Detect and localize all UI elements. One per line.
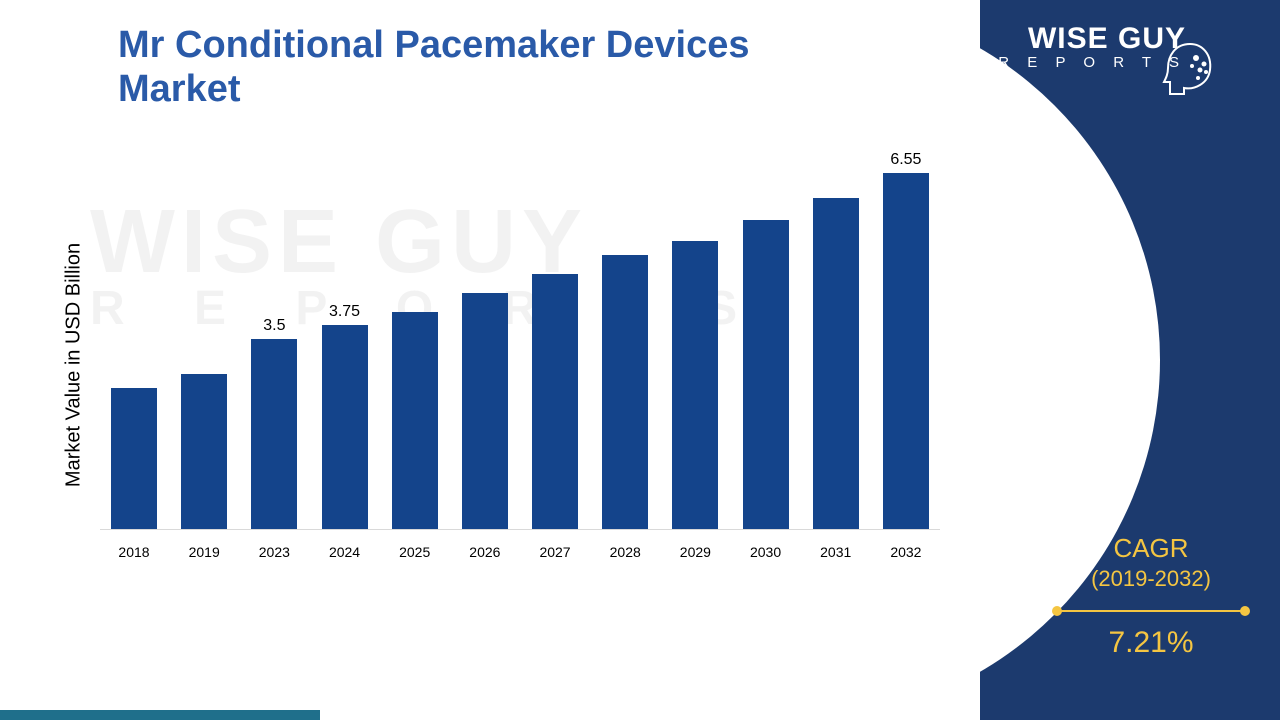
bar-value-label: 3.5 xyxy=(263,317,285,335)
logo-text-2: R E P O R T S xyxy=(998,54,1186,71)
brand-logo: WISE GUY R E P O R T S xyxy=(998,22,1250,71)
bar xyxy=(322,325,368,529)
bar xyxy=(532,274,578,529)
bar xyxy=(111,388,157,529)
bar-2032: 6.55 xyxy=(878,151,934,529)
head-icon xyxy=(1160,40,1220,100)
bar-2019 xyxy=(176,374,232,529)
x-tick-label: 2018 xyxy=(106,544,162,560)
bar xyxy=(251,339,297,529)
bar xyxy=(181,374,227,529)
x-tick-label: 2031 xyxy=(808,544,864,560)
x-tick-label: 2032 xyxy=(878,544,934,560)
bar xyxy=(883,173,929,529)
x-tick-label: 2024 xyxy=(317,544,373,560)
bar xyxy=(813,198,859,529)
bar-2026 xyxy=(457,293,513,529)
x-tick-label: 2030 xyxy=(738,544,794,560)
x-tick-label: 2029 xyxy=(667,544,723,560)
bars-container: 3.5 3.75 6.55 xyxy=(100,150,940,529)
bar xyxy=(602,255,648,529)
bar-2028 xyxy=(597,255,653,529)
bar-2031 xyxy=(808,198,864,529)
bar-2023: 3.5 xyxy=(246,317,302,529)
bar-2018 xyxy=(106,388,162,529)
bar xyxy=(462,293,508,529)
bar xyxy=(743,220,789,529)
x-tick-label: 2025 xyxy=(387,544,443,560)
cagr-divider xyxy=(1056,610,1246,612)
logo-text-1: WISE GUY xyxy=(998,22,1186,56)
chart-title: Mr Conditional Pacemaker Devices Market xyxy=(118,24,838,111)
x-tick-label: 2019 xyxy=(176,544,232,560)
bar xyxy=(672,241,718,529)
bottom-accent-bar xyxy=(0,710,320,720)
bar-2029 xyxy=(667,241,723,529)
cagr-block: CAGR (2019-2032) 7.21% xyxy=(1056,533,1246,660)
cagr-value: 7.21% xyxy=(1056,626,1246,660)
bar-2025 xyxy=(387,312,443,529)
bar-2030 xyxy=(738,220,794,529)
y-axis-label: Market Value in USD Billion xyxy=(63,243,86,487)
bar-2024: 3.75 xyxy=(317,303,373,529)
bar-chart: Market Value in USD Billion 3.53.756.55 … xyxy=(60,150,940,580)
bar-value-label: 6.55 xyxy=(890,151,921,169)
plot-area: 3.5 3.75 6.55 xyxy=(100,150,940,530)
cagr-label: CAGR xyxy=(1056,533,1246,564)
x-tick-label: 2028 xyxy=(597,544,653,560)
bar xyxy=(392,312,438,529)
report-canvas: WISE GUY R E P O R T S Mr Conditional Pa… xyxy=(0,0,1280,720)
bar-2027 xyxy=(527,274,583,529)
bar-value-label: 3.75 xyxy=(329,303,360,321)
cagr-range: (2019-2032) xyxy=(1056,566,1246,592)
x-axis-labels: 2018 2019 2023 2024 2025 2026 2027 2028 2029 2030… xyxy=(100,544,940,560)
x-tick-label: 2023 xyxy=(246,544,302,560)
x-tick-label: 2027 xyxy=(527,544,583,560)
x-tick-label: 2026 xyxy=(457,544,513,560)
